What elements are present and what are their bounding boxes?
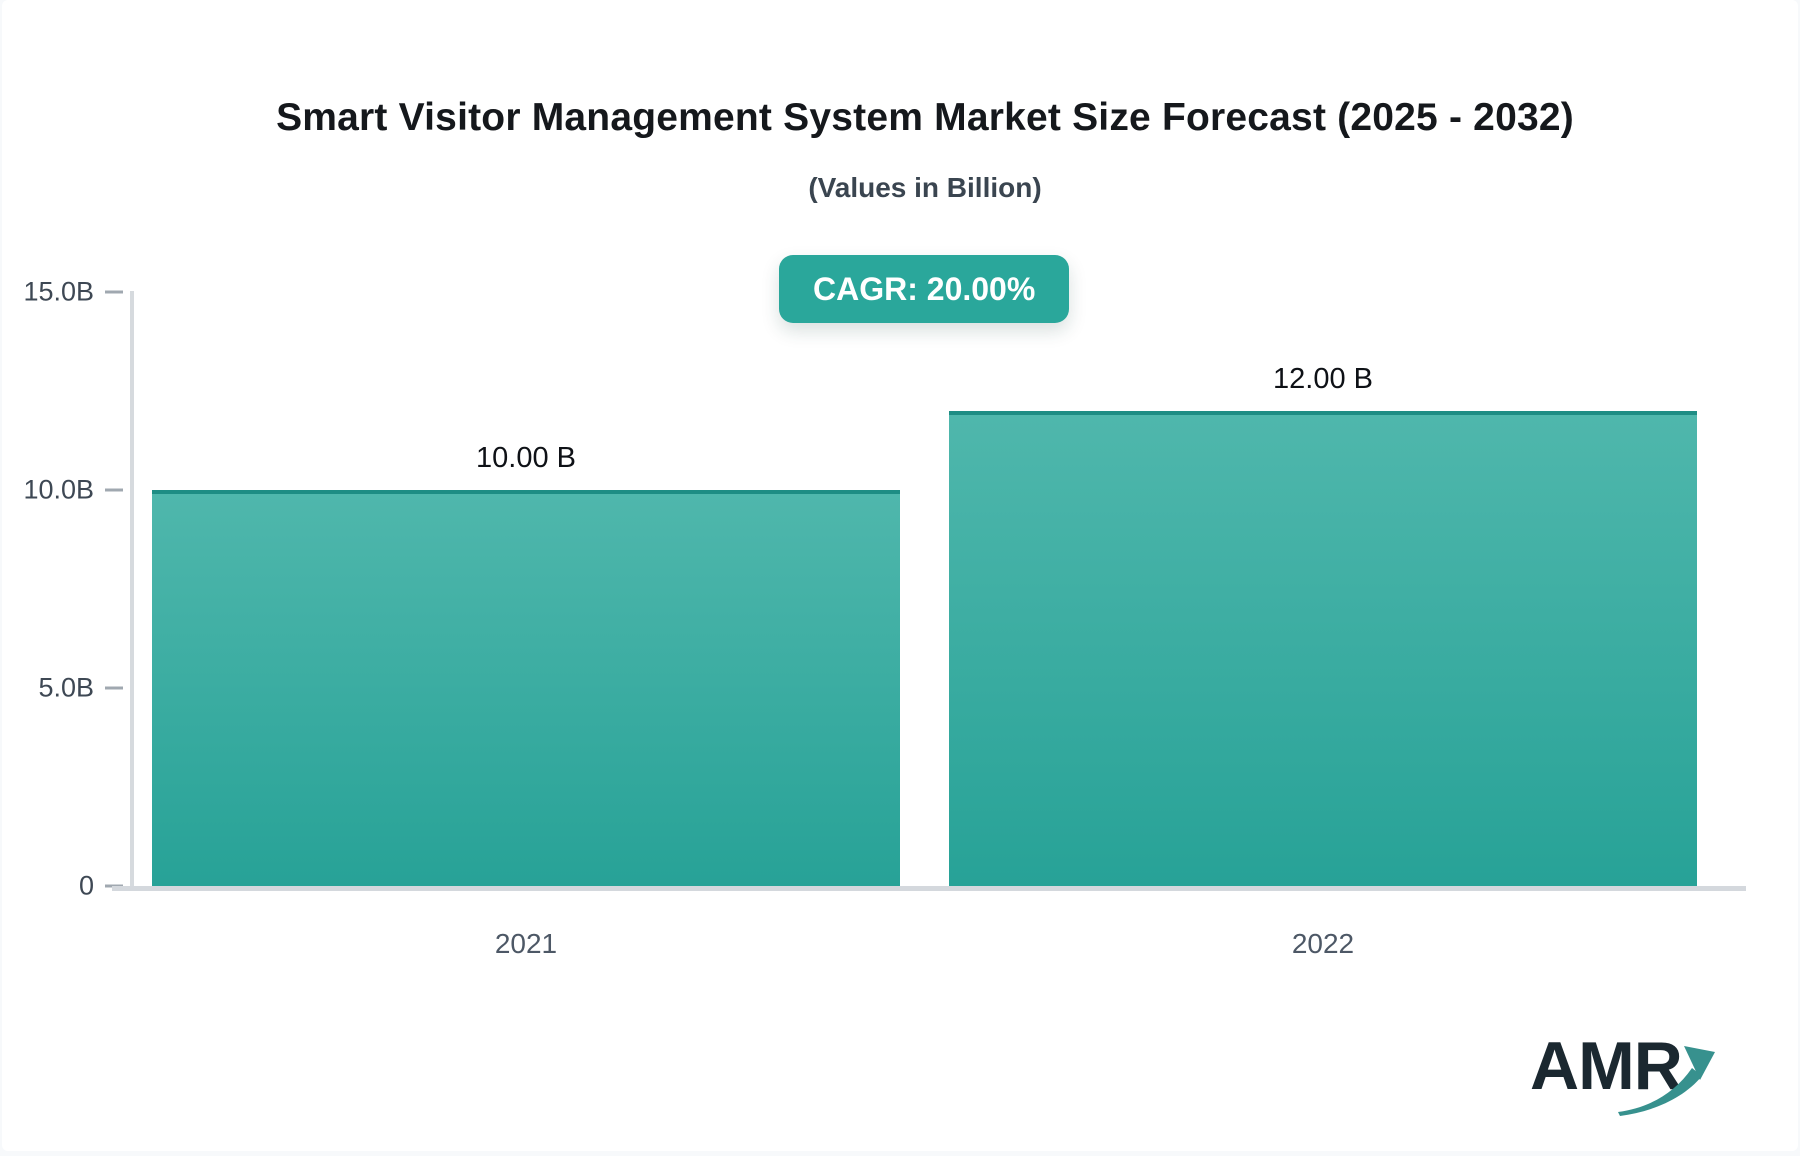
bar-2022 (949, 410, 1697, 886)
chart-title: Smart Visitor Management System Market S… (276, 96, 1574, 139)
cagr-badge: CAGR: 20.00% (779, 255, 1070, 323)
growth-arrow-icon (1618, 1046, 1715, 1116)
y-axis-line (130, 291, 134, 891)
x-axis-label: 2022 (1291, 928, 1355, 959)
x-axis-label: 2021 (494, 928, 558, 959)
y-tick-mark (105, 488, 123, 492)
y-tick-label: 0 (78, 870, 94, 901)
y-tick-label: 5.0B (38, 672, 94, 703)
y-tick-label: 10.0B (23, 474, 94, 505)
amr-logo-text: AMR (1530, 1028, 1683, 1104)
bar-value-label: 12.00 B (1273, 362, 1373, 395)
y-tick-mark (105, 290, 123, 294)
bar-2021 (152, 490, 900, 886)
y-tick-label: 15.0B (23, 276, 94, 307)
chart-subtitle: (Values in Billion) (808, 172, 1042, 203)
bar-value-label: 10.00 B (476, 442, 576, 474)
y-tick-mark (105, 686, 123, 690)
x-axis-line (112, 886, 1746, 891)
cagr-badge-label: CAGR: 20.00% (813, 270, 1036, 307)
amr-logo: AMR (1530, 1032, 1730, 1127)
